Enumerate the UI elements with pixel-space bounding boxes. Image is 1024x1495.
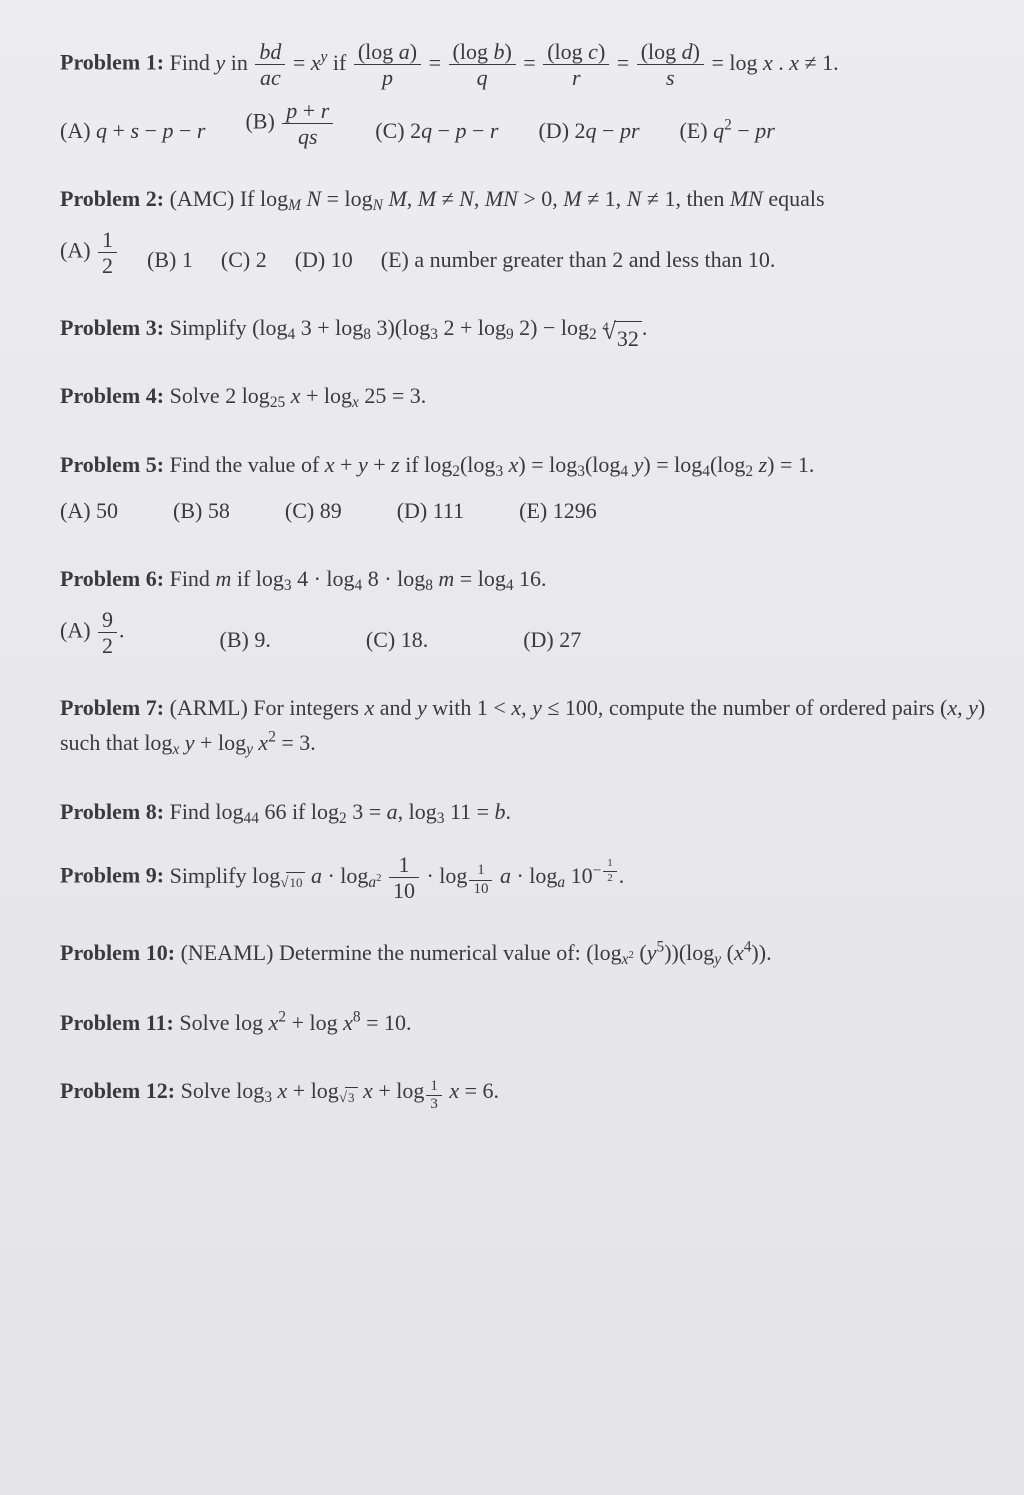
- problem-statement: Simplify (log4 3 + log8 3)(log3 2 + log9…: [170, 315, 648, 340]
- choice: (B) p + rqs: [245, 99, 335, 148]
- problem-statement: (NEAML) Determine the numerical value of…: [181, 940, 772, 965]
- choice: (E) a number greater than 2 and less tha…: [381, 243, 776, 277]
- choice: (B) 1: [147, 243, 193, 277]
- choice: (C) 89: [285, 494, 342, 528]
- choice: (A) q + s − p − r: [60, 114, 205, 148]
- choice: (D) 2q − pr: [538, 114, 639, 148]
- choice: (A) 12: [60, 228, 119, 277]
- problem-statement: Solve 2 log25 x + logx 25 = 3.: [170, 383, 427, 408]
- problem-6: Problem 6: Find m if log3 4 · log4 8 · l…: [60, 562, 988, 657]
- problem-statement: (AMC) If logM N = logN M, M ≠ N, MN > 0,…: [170, 186, 825, 211]
- problem-statement: Find m if log3 4 · log4 8 · log8 m = log…: [170, 566, 547, 591]
- problem-label: Problem 4:: [60, 383, 164, 408]
- problem-10: Problem 10: (NEAML) Determine the numeri…: [60, 936, 988, 972]
- problem-statement: Solve log3 x + log√3 x + log13 x = 6.: [181, 1078, 499, 1103]
- choice: (B) 9.: [220, 623, 271, 657]
- choices-row: (A) q + s − p − r (B) p + rqs (C) 2q − p…: [60, 99, 988, 148]
- problem-12: Problem 12: Solve log3 x + log√3 x + log…: [60, 1074, 988, 1113]
- problem-label: Problem 9:: [60, 863, 164, 888]
- problem-label: Problem 11:: [60, 1010, 174, 1035]
- problem-statement: Find y in bdac = xy if (log a)p = (log b…: [170, 50, 839, 75]
- problem-label: Problem 7:: [60, 695, 164, 720]
- problem-statement: Simplify log√10 a · loga2 110 · log110 a…: [170, 863, 625, 888]
- choice: (C) 2: [221, 243, 267, 277]
- problem-label: Problem 5:: [60, 452, 164, 477]
- choice: (D) 111: [397, 494, 464, 528]
- problem-label: Problem 2:: [60, 186, 164, 211]
- problem-label: Problem 12:: [60, 1078, 175, 1103]
- problem-4: Problem 4: Solve 2 log25 x + logx 25 = 3…: [60, 379, 988, 415]
- choices-row: (A) 50 (B) 58 (C) 89 (D) 111 (E) 1296: [60, 494, 988, 528]
- problem-8: Problem 8: Find log44 66 if log2 3 = a, …: [60, 795, 988, 831]
- choices-row: (A) 12 (B) 1 (C) 2 (D) 10 (E) a number g…: [60, 228, 988, 277]
- problem-label: Problem 10:: [60, 940, 175, 965]
- choice: (D) 27: [523, 623, 581, 657]
- choice: (E) q2 − pr: [680, 114, 775, 148]
- choice: (C) 18.: [366, 623, 428, 657]
- choice: (A) 50: [60, 494, 118, 528]
- choices-row: (A) 92. (B) 9. (C) 18. (D) 27: [60, 608, 988, 657]
- problem-2: Problem 2: (AMC) If logM N = logN M, M ≠…: [60, 182, 988, 277]
- problem-statement: Solve log x2 + log x8 = 10.: [179, 1010, 411, 1035]
- choice: (B) 58: [173, 494, 230, 528]
- problem-1: Problem 1: Find y in bdac = xy if (log a…: [60, 40, 988, 148]
- problem-label: Problem 6:: [60, 566, 164, 591]
- problem-statement: (ARML) For integers x and y with 1 < x, …: [60, 695, 985, 754]
- problem-statement: Find log44 66 if log2 3 = a, log3 11 = b…: [170, 799, 511, 824]
- problem-label: Problem 3:: [60, 315, 164, 340]
- problem-5: Problem 5: Find the value of x + y + z i…: [60, 448, 988, 528]
- problem-label: Problem 1:: [60, 50, 164, 75]
- page: Problem 1: Find y in bdac = xy if (log a…: [0, 0, 1024, 1495]
- choice: (C) 2q − p − r: [375, 114, 498, 148]
- problem-3: Problem 3: Simplify (log4 3 + log8 3)(lo…: [60, 311, 988, 356]
- problem-statement: Find the value of x + y + z if log2(log3…: [170, 452, 815, 477]
- problem-label: Problem 8:: [60, 799, 164, 824]
- choice: (E) 1296: [519, 494, 597, 528]
- choice: (D) 10: [295, 243, 353, 277]
- problem-9: Problem 9: Simplify log√10 a · loga2 110…: [60, 853, 988, 902]
- problem-7: Problem 7: (ARML) For integers x and y w…: [60, 691, 988, 761]
- problem-11: Problem 11: Solve log x2 + log x8 = 10.: [60, 1006, 988, 1040]
- choice: (A) 92.: [60, 608, 125, 657]
